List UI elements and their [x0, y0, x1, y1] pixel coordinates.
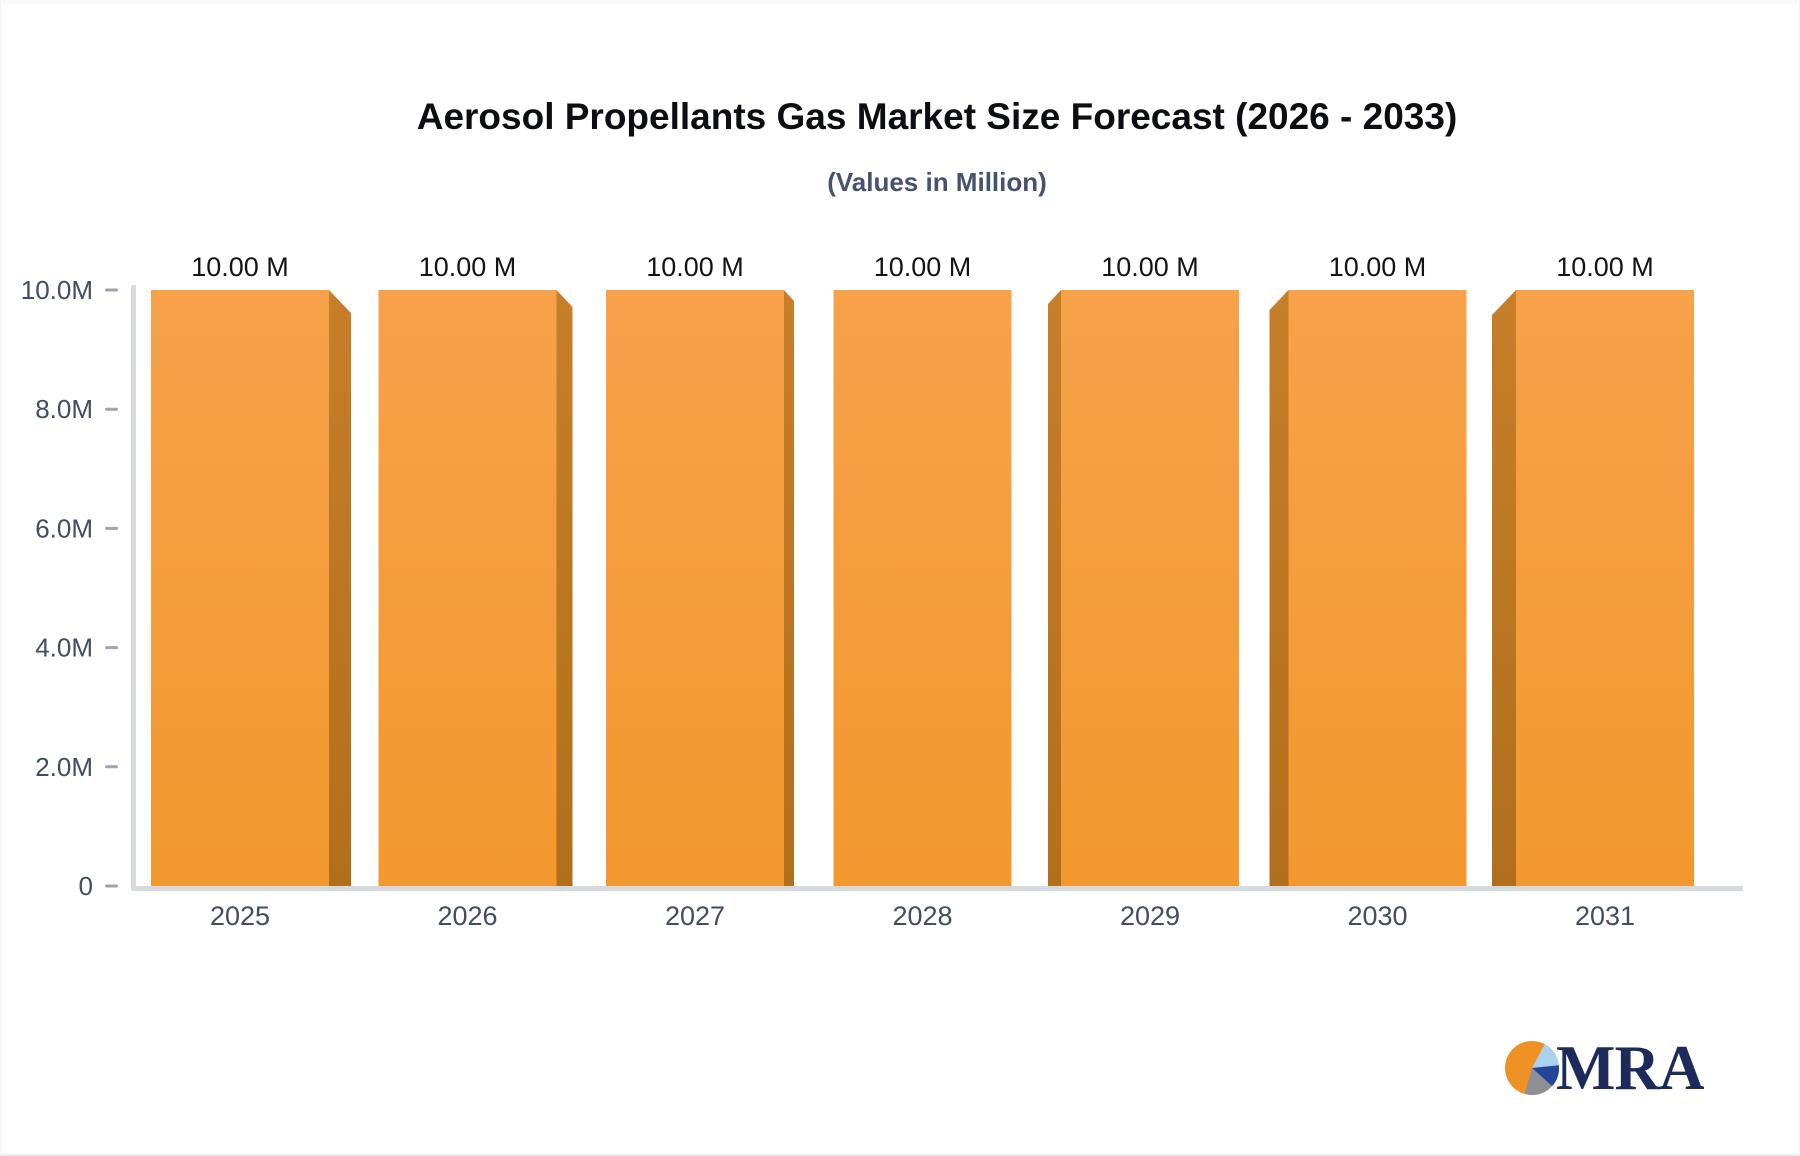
bar-value-label: 10.00 M [1101, 252, 1199, 282]
bar-2030 [1288, 290, 1467, 886]
bar-value-label: 10.00 M [191, 252, 289, 282]
y-axis-tick [105, 646, 118, 650]
bar-2026 [378, 290, 557, 886]
y-axis-tick-label: 0 [79, 871, 93, 901]
bar-side-2029 [1048, 290, 1061, 886]
y-axis-tick-label: 8.0M [35, 394, 93, 424]
bar-side-2025 [329, 290, 351, 886]
chart-subtitle: (Values in Million) [827, 167, 1047, 197]
y-axis-tick-label: 2.0M [35, 752, 93, 782]
y-axis-tick [105, 526, 118, 530]
mra-logo-pie-icon [1505, 1041, 1560, 1096]
y-axis-line [131, 285, 136, 891]
bar-2027 [606, 290, 784, 886]
bar-side-2030 [1269, 290, 1289, 886]
x-axis-category-label: 2030 [1347, 901, 1407, 931]
bar-side-2031 [1492, 290, 1516, 886]
bar-2025 [151, 290, 329, 886]
bar-side-2026 [556, 290, 573, 886]
bar-2031 [1516, 290, 1694, 886]
x-axis-category-label: 2025 [210, 901, 270, 931]
pie-slice-gray [1524, 1068, 1553, 1096]
y-axis-tick-label: 4.0M [35, 633, 93, 663]
chart-title: Aerosol Propellants Gas Market Size Fore… [416, 96, 1458, 137]
y-axis-tick-label: 6.0M [35, 513, 93, 543]
bar-value-label: 10.00 M [1329, 252, 1427, 282]
y-axis-tick [105, 884, 118, 888]
pie-slice-lightblue [1532, 1044, 1559, 1068]
bar-side-2027 [784, 290, 794, 886]
x-axis-line [131, 886, 1743, 891]
bar-value-label: 10.00 M [419, 252, 517, 282]
bar-value-label: 10.00 M [874, 252, 972, 282]
y-axis-tick [105, 288, 118, 292]
bar-2028 [833, 290, 1012, 886]
bar-value-label: 10.00 M [646, 252, 744, 282]
x-axis-category-label: 2028 [892, 901, 952, 931]
x-axis-category-label: 2031 [1575, 901, 1635, 931]
bar-value-label: 10.00 M [1556, 252, 1654, 282]
x-axis-category-label: 2027 [665, 901, 725, 931]
bar-2029 [1061, 290, 1239, 886]
x-axis-category-label: 2029 [1120, 901, 1180, 931]
x-axis-category-label: 2026 [437, 901, 497, 931]
y-axis-tick [105, 765, 118, 769]
y-axis-tick-label: 10.0M [21, 275, 93, 305]
pie-slice-darkblue [1532, 1065, 1560, 1087]
top-band [1, 0, 1799, 4]
mra-logo: MRA [1503, 1033, 1704, 1103]
y-axis-tick [105, 407, 118, 411]
mra-logo-text: MRA [1556, 1033, 1704, 1103]
